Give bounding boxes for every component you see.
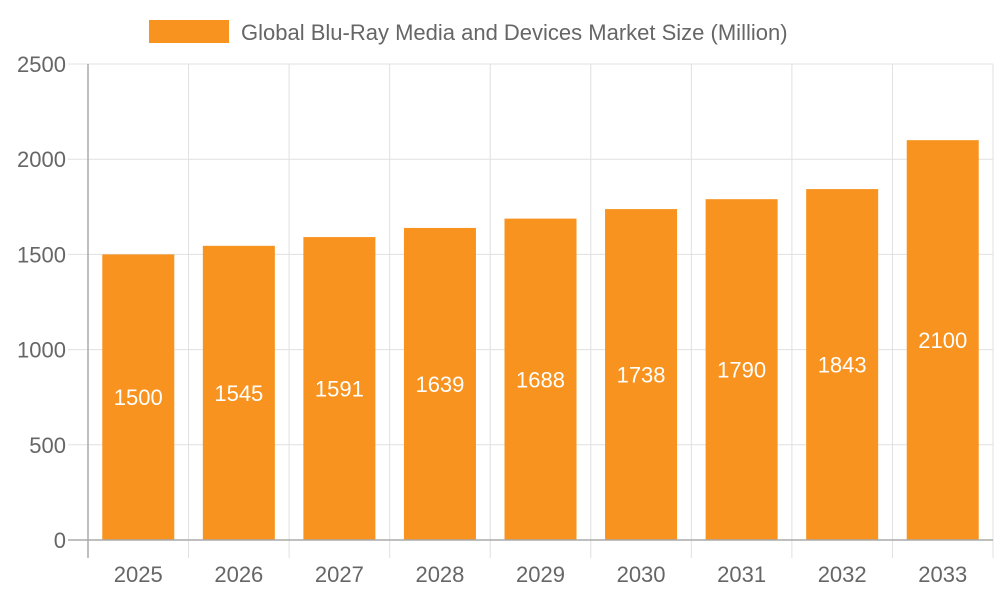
y-tick-label: 2000 — [17, 147, 66, 172]
data-label: 2100 — [918, 328, 967, 353]
data-label: 1591 — [315, 377, 364, 402]
bar — [806, 189, 879, 540]
data-label: 1688 — [516, 367, 565, 392]
x-tick-label: 2031 — [717, 562, 766, 587]
data-label: 1639 — [415, 372, 464, 397]
data-label: 1790 — [717, 358, 766, 383]
axes: 0 500 1000 1500 2000 2500 2025 2026 2027 2028 2029… — [17, 52, 993, 587]
bar — [605, 209, 678, 541]
bar — [906, 140, 979, 540]
bars: 1500 1545 1591 1639 1688 1738 1790 1843 2100 — [102, 140, 979, 541]
data-label: 1738 — [617, 363, 666, 388]
bar — [102, 254, 175, 540]
x-tick-label: 2027 — [315, 562, 364, 587]
y-tick-label: 1000 — [17, 338, 66, 363]
data-label: 1500 — [114, 385, 163, 410]
x-tick-label: 2033 — [918, 562, 967, 587]
y-tick-label: 1500 — [17, 242, 66, 267]
x-tick-label: 2028 — [415, 562, 464, 587]
y-tick-label: 2500 — [17, 52, 66, 77]
bar — [303, 237, 376, 540]
y-tick-label: 500 — [29, 433, 66, 458]
x-tick-label: 2032 — [818, 562, 867, 587]
legend[interactable]: Global Blu-Ray Media and Devices Market … — [149, 20, 788, 45]
bar — [504, 218, 577, 540]
bar — [403, 227, 476, 541]
legend-label: Global Blu-Ray Media and Devices Market … — [241, 20, 788, 45]
y-tick-label: 0 — [54, 528, 66, 553]
x-tick-label: 2030 — [617, 562, 666, 587]
bar — [705, 199, 778, 540]
bar — [202, 245, 275, 540]
x-tick-label: 2025 — [114, 562, 163, 587]
x-tick-label: 2029 — [516, 562, 565, 587]
data-label: 1545 — [214, 381, 263, 406]
x-tick-label: 2026 — [214, 562, 263, 587]
legend-swatch — [149, 20, 229, 43]
data-label: 1843 — [818, 353, 867, 378]
